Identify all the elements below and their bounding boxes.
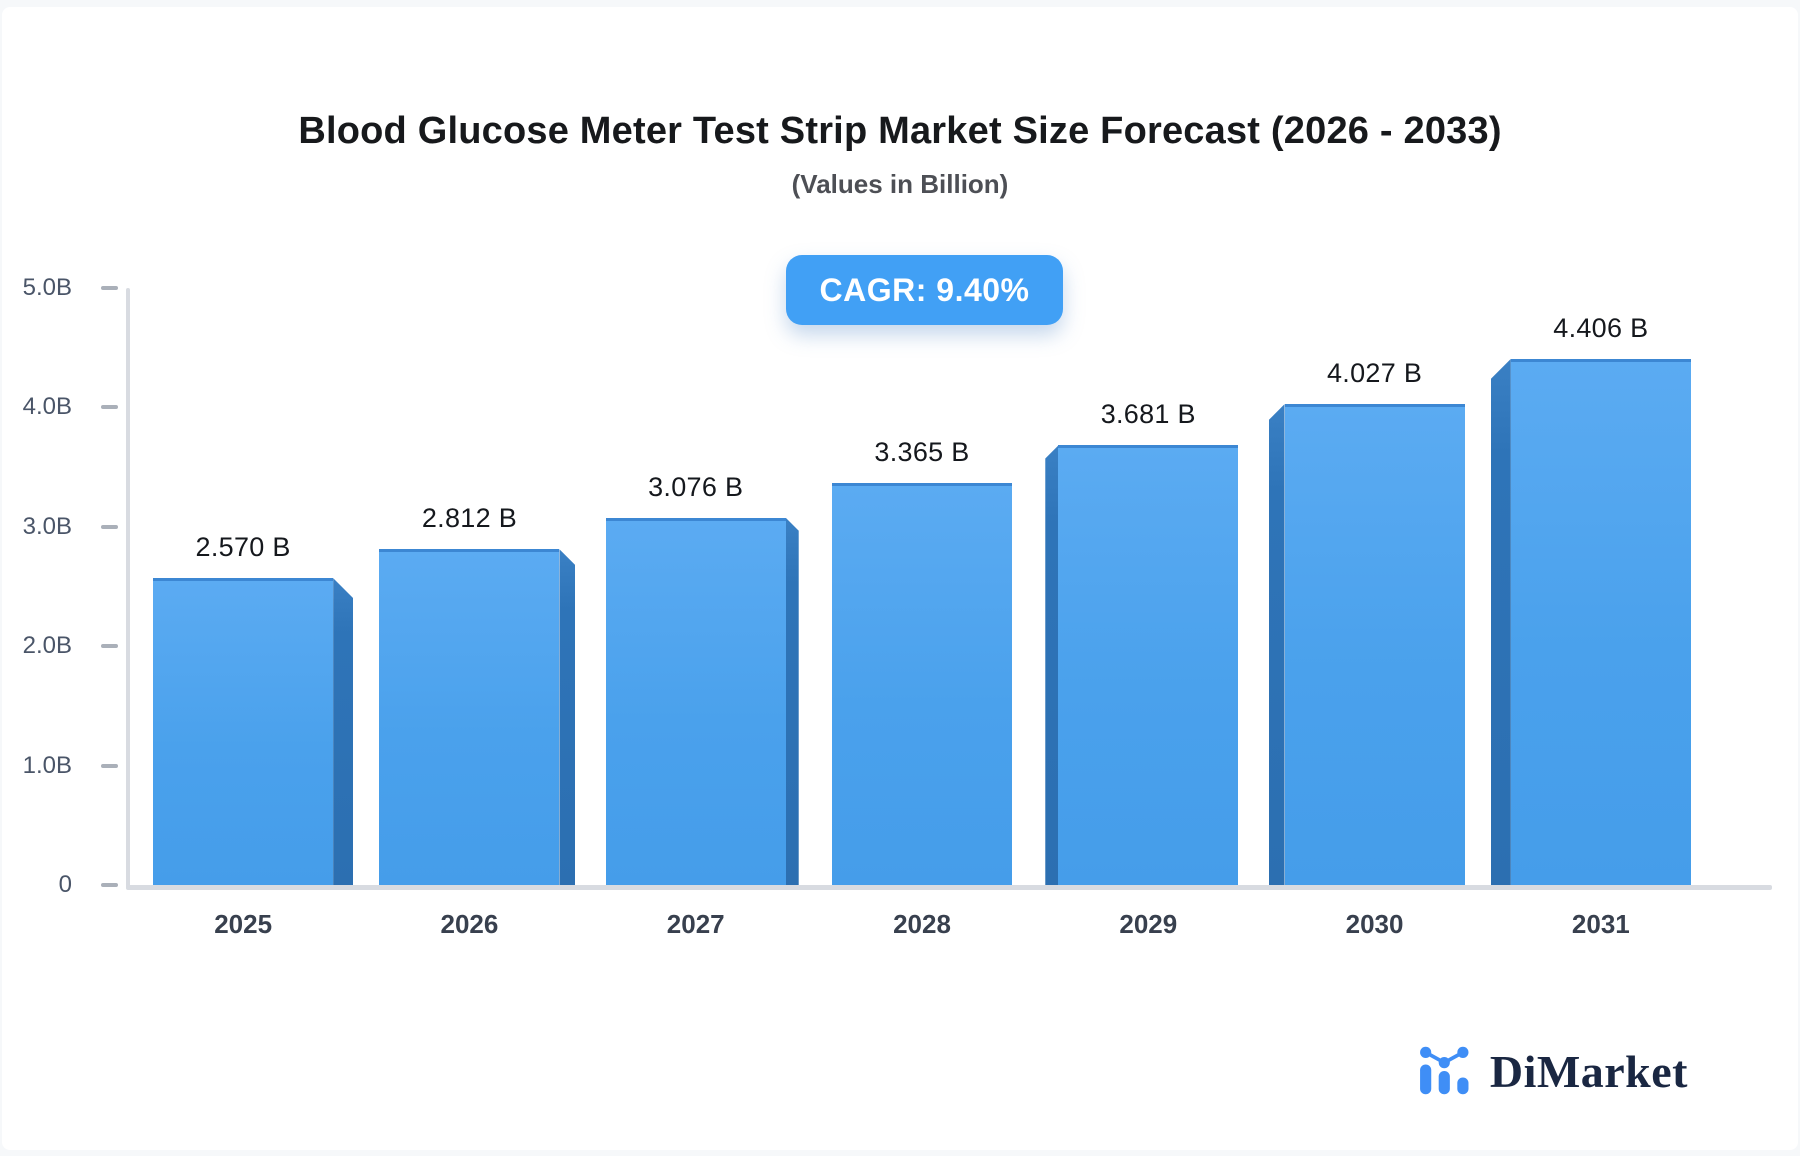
x-axis-label-2030: 2030 [1345, 909, 1404, 939]
bar-front-face [1510, 358, 1691, 885]
y-tick-label: 3.0B [22, 512, 72, 540]
bar-2027[interactable] [605, 517, 799, 885]
y-tick-mark [101, 405, 118, 410]
bar-side-face [333, 578, 354, 885]
bar-front-face [1058, 445, 1239, 885]
bar-value-label: 2.570 B [195, 532, 291, 563]
y-tick-label: 5.0B [22, 274, 72, 301]
x-axis-label-2029: 2029 [1119, 909, 1178, 939]
bar-side-face [1268, 404, 1285, 885]
bar-2031[interactable] [1490, 358, 1691, 885]
y-tick-mark [101, 763, 118, 768]
x-axis-label-2026: 2026 [440, 909, 499, 939]
y-tick-mark [101, 524, 118, 529]
bar-2025[interactable] [153, 578, 354, 885]
bar-front-face [153, 578, 334, 885]
bar-front-face [832, 483, 1012, 885]
y-tick-label: 1.0B [22, 751, 72, 779]
bar-front-face [1284, 404, 1465, 885]
bar-value-label: 3.365 B [874, 437, 970, 468]
bar-value-label: 4.027 B [1326, 358, 1423, 389]
bar-2028[interactable] [832, 483, 1012, 885]
x-axis-label-2027: 2027 [666, 909, 725, 939]
cagr-badge: CAGR: 9.40% [786, 255, 1063, 325]
bar-side-face [559, 549, 576, 885]
x-axis-line [126, 885, 1772, 890]
chart-title: Blood Glucose Meter Test Strip Market Si… [298, 110, 1502, 152]
x-axis-label-2031: 2031 [1571, 909, 1630, 939]
y-tick-label: 4.0B [22, 393, 72, 421]
bar-front-face [379, 549, 560, 885]
bar-value-label: 4.406 B [1553, 312, 1649, 343]
y-tick-mark [101, 644, 118, 649]
bar-chart: 5.0B 4.0B 3.0B 2.0B 1.0B 0 2.570 B 2025 2.812 B… [23, 274, 1772, 939]
bar-value-label: 2.812 B [421, 503, 518, 534]
brand-name: DiMarket [1489, 1045, 1688, 1097]
y-tick-mark [101, 883, 118, 887]
bar-side-face [1045, 445, 1059, 885]
y-tick-label: 0 [58, 871, 72, 898]
x-axis-label-2028: 2028 [893, 909, 951, 939]
bar-value-label: 3.681 B [1100, 399, 1196, 430]
bar-line-chart-icon [1419, 1046, 1469, 1095]
bar-2030[interactable] [1268, 404, 1465, 885]
bar-side-face [785, 517, 799, 885]
chart-card: Blood Glucose Meter Test Strip Market Si… [2, 7, 1798, 1150]
bar-side-face [1490, 358, 1511, 885]
bar-2029[interactable] [1045, 445, 1239, 885]
y-axis-line [126, 288, 130, 889]
bar-value-label: 3.076 B [648, 471, 744, 502]
y-tick-mark [101, 286, 118, 290]
y-tick-label: 2.0B [22, 632, 72, 660]
chart-subtitle: (Values in Billion) [791, 169, 1009, 199]
bar-front-face [605, 517, 786, 885]
bar-2026[interactable] [379, 549, 576, 885]
brand-logo: DiMarket [1418, 1044, 1688, 1098]
x-axis-label-2025: 2025 [214, 909, 273, 939]
